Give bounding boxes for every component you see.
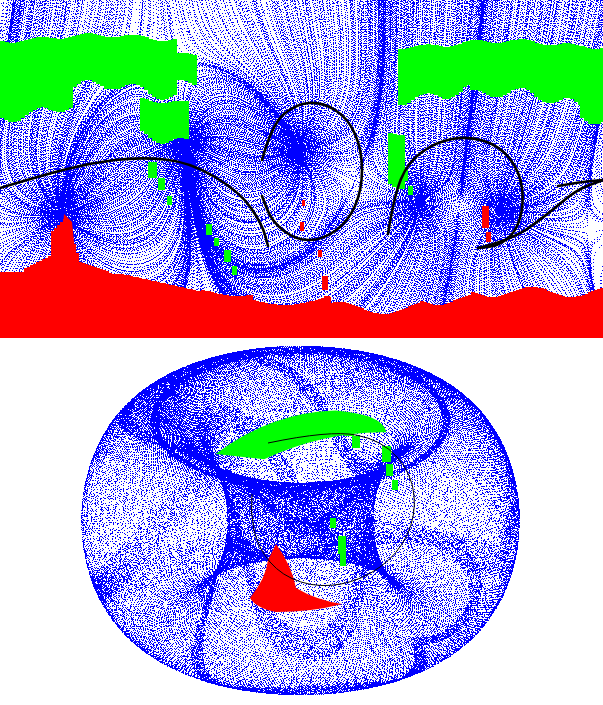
top-panel-canvas [0,0,603,340]
bottom-panel-canvas [0,340,603,705]
bottom-panel-torus-view [0,340,603,705]
top-panel-unwrapped-domain [0,0,603,340]
